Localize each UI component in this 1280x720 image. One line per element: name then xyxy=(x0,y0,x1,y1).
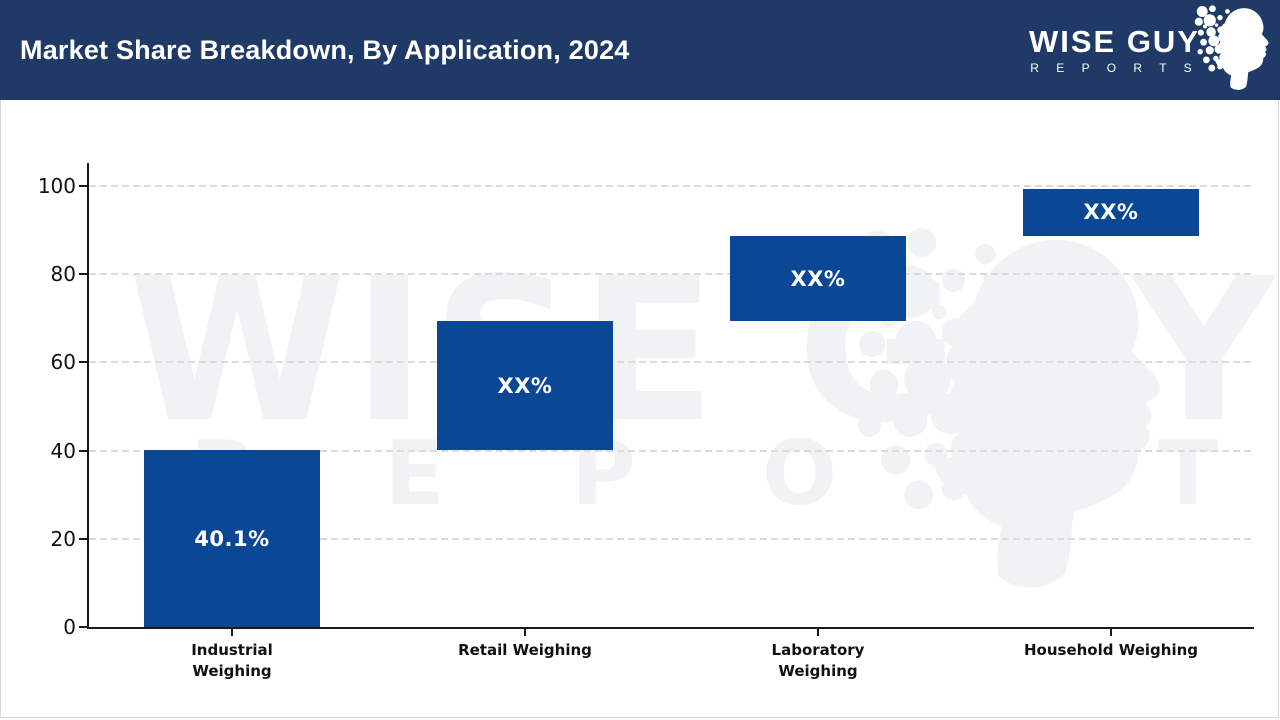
gridline xyxy=(89,361,1253,364)
bar: XX% xyxy=(1023,189,1199,236)
x-tick-mark xyxy=(817,629,819,636)
logo-wordmark: WISE GUY xyxy=(1028,23,1200,59)
wiseguy-logo: WISE GUY R E P O R T S xyxy=(1029,0,1280,100)
x-tick-label: Laboratory Weighing xyxy=(771,641,865,680)
logo-text: WISE GUY R E P O R T S xyxy=(1029,26,1200,75)
bar-value-label: XX% xyxy=(790,266,846,291)
gridline xyxy=(89,185,1253,187)
gridline xyxy=(89,537,1253,540)
y-tick-label: 0 xyxy=(63,615,76,639)
page-title: Market Share Breakdown, By Application, … xyxy=(20,34,630,65)
bar-value-label: 40.1% xyxy=(194,526,270,551)
y-tick-label: 60 xyxy=(50,350,76,375)
x-axis-line xyxy=(87,627,1254,629)
y-axis-line xyxy=(87,163,89,629)
y-tick-label: 80 xyxy=(50,262,76,287)
x-tick-label: Retail Weighing xyxy=(458,641,592,659)
gridline xyxy=(89,449,1253,452)
header: Market Share Breakdown, By Application, … xyxy=(0,0,1280,100)
y-tick-label: 40 xyxy=(50,438,76,463)
bar: 40.1% xyxy=(144,450,320,627)
x-tick-mark xyxy=(524,629,526,636)
y-tick-label: 100 xyxy=(37,174,76,198)
x-tick-mark xyxy=(1110,629,1112,636)
y-tick-label: 20 xyxy=(50,526,76,551)
bar-value-label: XX% xyxy=(1083,200,1139,225)
bar-value-label: XX% xyxy=(497,373,553,398)
x-tick-label: Household Weighing xyxy=(1023,641,1199,659)
x-tick-label: Industrial Weighing xyxy=(191,641,273,680)
y-tick-mark xyxy=(79,273,87,276)
y-tick-mark xyxy=(79,449,87,452)
logo-face-icon xyxy=(1194,5,1269,90)
gridline xyxy=(89,273,1253,276)
bar: XX% xyxy=(437,321,613,451)
y-tick-mark xyxy=(79,185,87,187)
x-tick-mark xyxy=(231,629,233,636)
logo-reports-label: R E P O R T S xyxy=(1030,60,1199,75)
y-tick-mark xyxy=(79,537,87,540)
y-tick-mark xyxy=(79,626,87,628)
y-tick-mark xyxy=(79,361,87,364)
